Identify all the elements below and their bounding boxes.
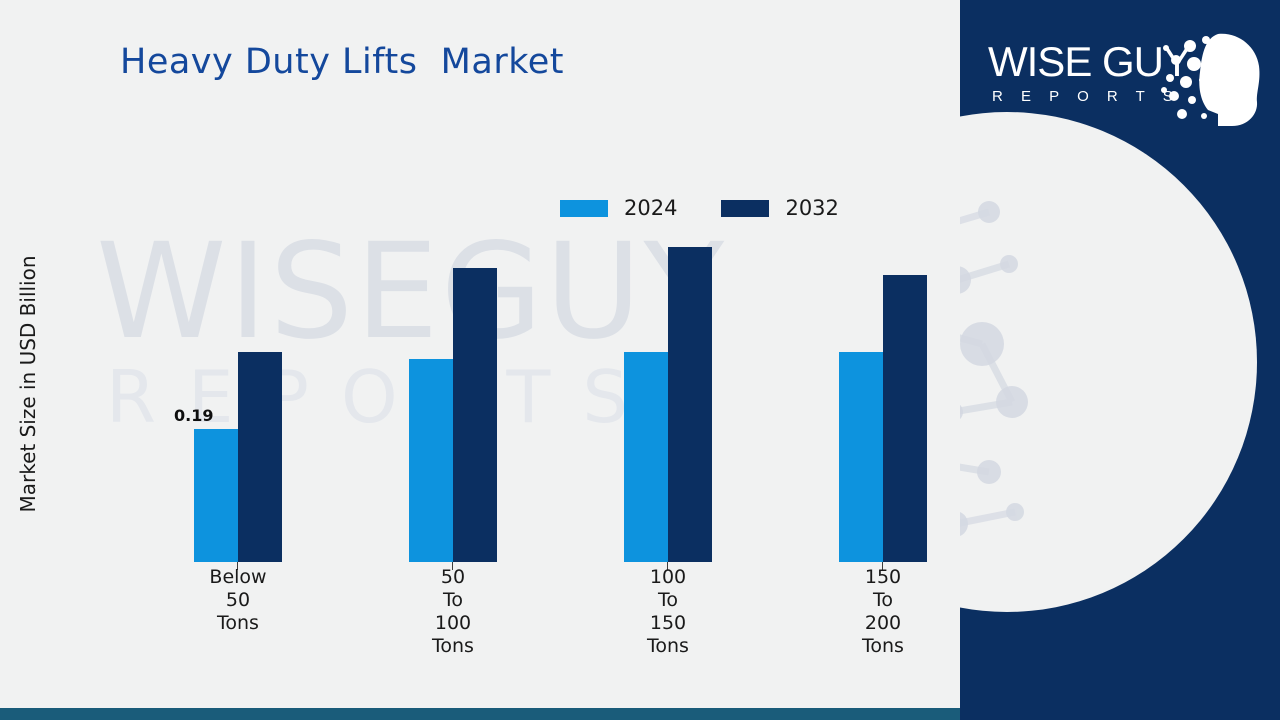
page-title: Heavy Duty Lifts Market <box>120 42 564 82</box>
bar-2024-1[interactable] <box>409 359 453 562</box>
brand-side-panel <box>960 0 1280 720</box>
brand-logo: WISE GUY R E P O R T S <box>980 30 1260 126</box>
legend-swatch-2032 <box>721 199 770 217</box>
x-axis-label-2: 100 To 150 Tons <box>647 566 689 657</box>
bar-2032-2[interactable] <box>668 247 712 562</box>
x-axis-tick <box>882 562 883 570</box>
logo-wordmark: WISE GUY <box>988 38 1191 85</box>
x-axis-label-3: 150 To 200 Tons <box>862 566 904 657</box>
x-axis-labels: Below 50 Tons 50 To 100 Tons 100 To 150 To… <box>120 566 940 666</box>
x-axis-label-0: Below 50 Tons <box>209 566 267 634</box>
legend-label-2024: 2024 <box>624 196 678 220</box>
bar-value-label: 0.19 <box>174 406 214 425</box>
bar-2032-3[interactable] <box>883 275 927 562</box>
y-axis-label: Market Size in USD Billion <box>16 255 40 513</box>
bar-group: 0.19 <box>172 170 304 570</box>
x-axis-label-1: 50 To 100 Tons <box>432 566 474 657</box>
bar-group <box>602 170 734 570</box>
legend-label-2032: 2032 <box>785 196 839 220</box>
bar-2032-1[interactable] <box>453 268 497 562</box>
bottom-accent-strip <box>0 708 960 720</box>
bar-chart: Market Size in USD Billion 2024 2032 0.1… <box>16 170 940 666</box>
x-axis-tick <box>452 562 453 570</box>
legend-item-2032[interactable]: 2032 <box>721 196 839 220</box>
bar-group <box>387 170 519 570</box>
molecule-network-icon <box>960 201 1028 536</box>
bar-group <box>817 170 949 570</box>
x-axis-tick <box>667 562 668 570</box>
logo-head-profile-icon <box>1161 33 1260 126</box>
bar-2032-0[interactable] <box>238 352 282 562</box>
plot-area: 0.19 <box>120 170 940 570</box>
bar-2024-0[interactable]: 0.19 <box>174 406 238 562</box>
chart-legend: 2024 2032 <box>560 196 839 220</box>
bar-2024-3[interactable] <box>839 352 883 562</box>
bar-2024-2[interactable] <box>624 352 668 562</box>
x-axis-tick <box>237 562 238 570</box>
logo-subtitle: R E P O R T S <box>992 88 1180 105</box>
legend-swatch-2024 <box>560 199 608 217</box>
legend-item-2024[interactable]: 2024 <box>560 196 677 220</box>
